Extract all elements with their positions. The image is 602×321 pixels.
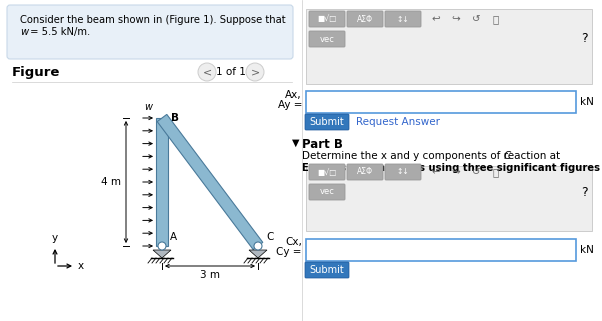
Text: w: w	[20, 27, 28, 37]
Text: ?: ?	[581, 32, 588, 46]
Text: B: B	[171, 113, 179, 123]
Text: Submit: Submit	[309, 117, 344, 127]
Text: 1 of 1: 1 of 1	[216, 67, 246, 77]
Circle shape	[246, 63, 264, 81]
Text: Request Answer: Request Answer	[356, 117, 440, 127]
Text: kN: kN	[580, 245, 594, 255]
Text: ■√□: ■√□	[317, 14, 337, 23]
Text: Cx,: Cx,	[285, 237, 302, 247]
FancyBboxPatch shape	[309, 31, 345, 47]
Text: 4 m: 4 m	[101, 177, 121, 187]
Text: Part B: Part B	[302, 138, 343, 151]
Text: y: y	[52, 233, 58, 243]
FancyBboxPatch shape	[309, 184, 345, 200]
FancyBboxPatch shape	[385, 164, 421, 180]
Text: ΑΣΦ: ΑΣΦ	[357, 168, 373, 177]
Text: ↩: ↩	[432, 14, 441, 24]
FancyBboxPatch shape	[309, 11, 345, 27]
Circle shape	[198, 63, 216, 81]
Text: Cy =: Cy =	[276, 247, 302, 257]
Text: C: C	[266, 232, 273, 242]
Text: Submit: Submit	[309, 265, 344, 275]
Text: Determine the x and y components of reaction at: Determine the x and y components of reac…	[302, 151, 563, 161]
Polygon shape	[249, 250, 267, 258]
Text: ΑΣΦ: ΑΣΦ	[357, 14, 373, 23]
Text: kN: kN	[580, 97, 594, 107]
Text: ▼: ▼	[292, 138, 300, 148]
Circle shape	[254, 242, 262, 250]
Circle shape	[158, 242, 166, 250]
Text: ↺: ↺	[471, 167, 480, 177]
Text: Consider the beam shown in (Figure 1). Suppose that: Consider the beam shown in (Figure 1). S…	[20, 15, 285, 25]
Text: ⬜: ⬜	[493, 167, 499, 177]
Text: Figure: Figure	[12, 66, 60, 79]
Text: Express your answers using three significant figures separated by a comma.: Express your answers using three signifi…	[302, 163, 602, 173]
Text: 3 m: 3 m	[200, 270, 220, 280]
Text: ?: ?	[581, 186, 588, 198]
FancyBboxPatch shape	[347, 11, 383, 27]
Text: ⬜: ⬜	[493, 14, 499, 24]
Text: ↪: ↪	[452, 14, 461, 24]
Text: ↕↓: ↕↓	[397, 14, 409, 23]
Polygon shape	[156, 118, 168, 246]
FancyBboxPatch shape	[309, 164, 345, 180]
FancyBboxPatch shape	[347, 164, 383, 180]
FancyBboxPatch shape	[306, 166, 592, 231]
Text: >: >	[250, 67, 259, 77]
FancyBboxPatch shape	[306, 9, 592, 84]
Text: Ay =: Ay =	[278, 100, 302, 110]
Text: vec: vec	[320, 187, 335, 196]
Polygon shape	[153, 250, 171, 258]
Text: ↩: ↩	[432, 167, 441, 177]
FancyBboxPatch shape	[7, 5, 293, 59]
FancyBboxPatch shape	[385, 11, 421, 27]
Text: A: A	[170, 232, 177, 242]
Text: = 5.5 kN/m.: = 5.5 kN/m.	[27, 27, 90, 37]
FancyBboxPatch shape	[306, 239, 576, 261]
Text: ↪: ↪	[452, 167, 461, 177]
Text: vec: vec	[320, 34, 335, 44]
Text: C: C	[504, 151, 511, 161]
Text: Ax,: Ax,	[285, 90, 302, 100]
Text: ↕↓: ↕↓	[397, 168, 409, 177]
FancyBboxPatch shape	[305, 114, 349, 130]
Text: ↺: ↺	[471, 14, 480, 24]
Text: ■√□: ■√□	[317, 168, 337, 177]
FancyBboxPatch shape	[305, 262, 349, 278]
Text: w: w	[144, 102, 152, 112]
Text: x: x	[78, 261, 84, 271]
Text: <: <	[202, 67, 212, 77]
FancyBboxPatch shape	[306, 91, 576, 113]
Polygon shape	[157, 114, 263, 250]
